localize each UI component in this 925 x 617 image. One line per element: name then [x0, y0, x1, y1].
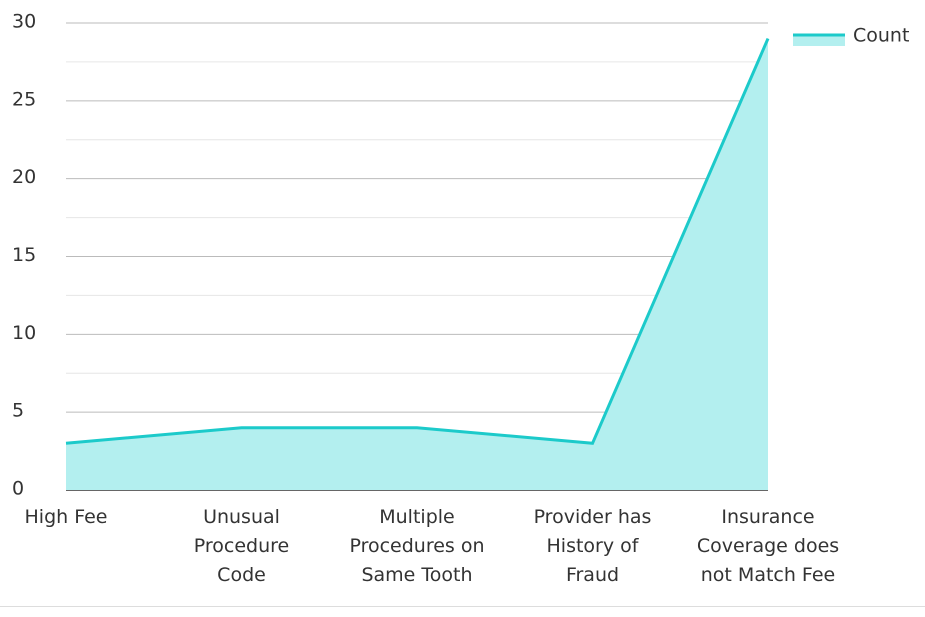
line — [65, 37, 770, 445]
x-tick-label: Insurance Coverage does not Match Fee — [696, 506, 840, 586]
legend-label: Count — [853, 25, 909, 47]
x-tick-label: Unusual Procedure Code — [193, 506, 290, 586]
x-tick-label: High Fee — [24, 506, 108, 528]
legend-swatch — [793, 34, 845, 46]
y-tick-label: 0 — [12, 478, 24, 500]
bottom-border — [0, 606, 925, 607]
y-tick-label: 30 — [12, 11, 36, 33]
y-tick-label: 5 — [12, 400, 24, 422]
x-tick-label: Multiple Procedures on Same Tooth — [349, 506, 485, 586]
y-tick-label: 25 — [12, 88, 36, 110]
x-tick-label: Provider has History of Fraud — [533, 506, 652, 586]
y-tick-label: 10 — [12, 322, 36, 344]
y-tick-label: 15 — [12, 244, 36, 266]
area — [66, 38, 768, 491]
y-tick-label: 20 — [12, 166, 36, 188]
